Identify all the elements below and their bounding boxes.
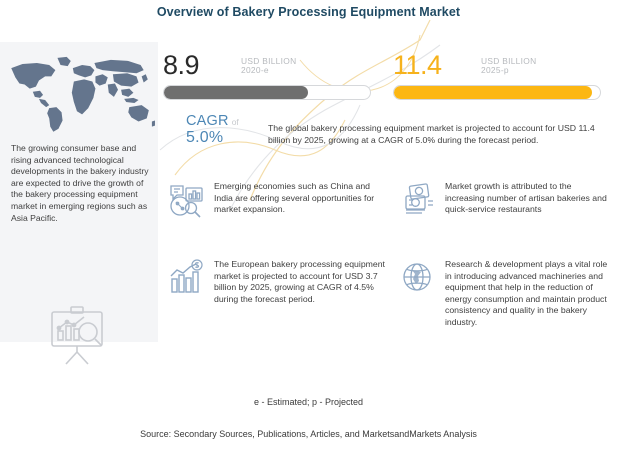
metric-2020: 8.9 USD BILLION 2020-e	[163, 52, 371, 114]
progress-bar-2025-fill	[394, 86, 592, 99]
insight-block-research-development: Research & development plays a vital rol…	[398, 258, 612, 329]
insight-text-research-development: Research & development plays a vital rol…	[445, 259, 608, 327]
cagr-label: CAGR	[186, 113, 229, 129]
page-title: Overview of Bakery Processing Equipment …	[156, 5, 461, 19]
metric-period-2025: 2025-p	[481, 65, 509, 75]
progress-bar-2020	[163, 85, 371, 100]
left-panel: The growing consumer base and rising adv…	[0, 42, 158, 365]
cagr-value: 5.0%	[186, 129, 224, 146]
left-panel-description: The growing consumer base and rising adv…	[11, 143, 149, 223]
metric-value-2025: 11.4	[393, 50, 442, 80]
presentation-chart-magnifier-icon	[44, 304, 114, 366]
metric-unit-2025: USD BILLION	[481, 56, 537, 66]
projection-description: The global bakery processing equipment m…	[268, 123, 595, 145]
world-map-icon	[2, 48, 156, 136]
source-note: Source: Secondary Sources, Publications,…	[140, 429, 477, 439]
insight-block-emerging-economies: Emerging economies such as China and Ind…	[167, 180, 389, 220]
metric-value-2020: 8.9	[163, 50, 200, 80]
cagr-block: CAGR of 5.0%	[186, 112, 239, 147]
metric-2025: 11.4 USD BILLION 2025-p	[393, 52, 601, 114]
insight-text-market-growth: Market growth is attributed to the incre…	[445, 181, 607, 215]
cagr-of-word: of	[231, 117, 239, 127]
research-analysis-chart-icon	[167, 180, 207, 220]
insight-text-european-market: The European bakery processing equipment…	[214, 259, 385, 304]
legend-note: e - Estimated; p - Projected	[253, 397, 364, 407]
globe-icon	[398, 258, 438, 298]
insight-text-emerging-economies: Emerging economies such as China and Ind…	[214, 181, 375, 215]
insight-block-european-market: The European bakery processing equipment…	[167, 258, 389, 305]
insight-block-market-growth: Market growth is attributed to the incre…	[398, 180, 612, 220]
progress-bar-2020-fill	[164, 86, 309, 99]
growth-bar-chart-dollar-icon	[167, 258, 207, 298]
money-cash-icon	[398, 180, 438, 220]
metric-period-2020: 2020-e	[241, 65, 269, 75]
progress-bar-2025	[393, 85, 601, 100]
